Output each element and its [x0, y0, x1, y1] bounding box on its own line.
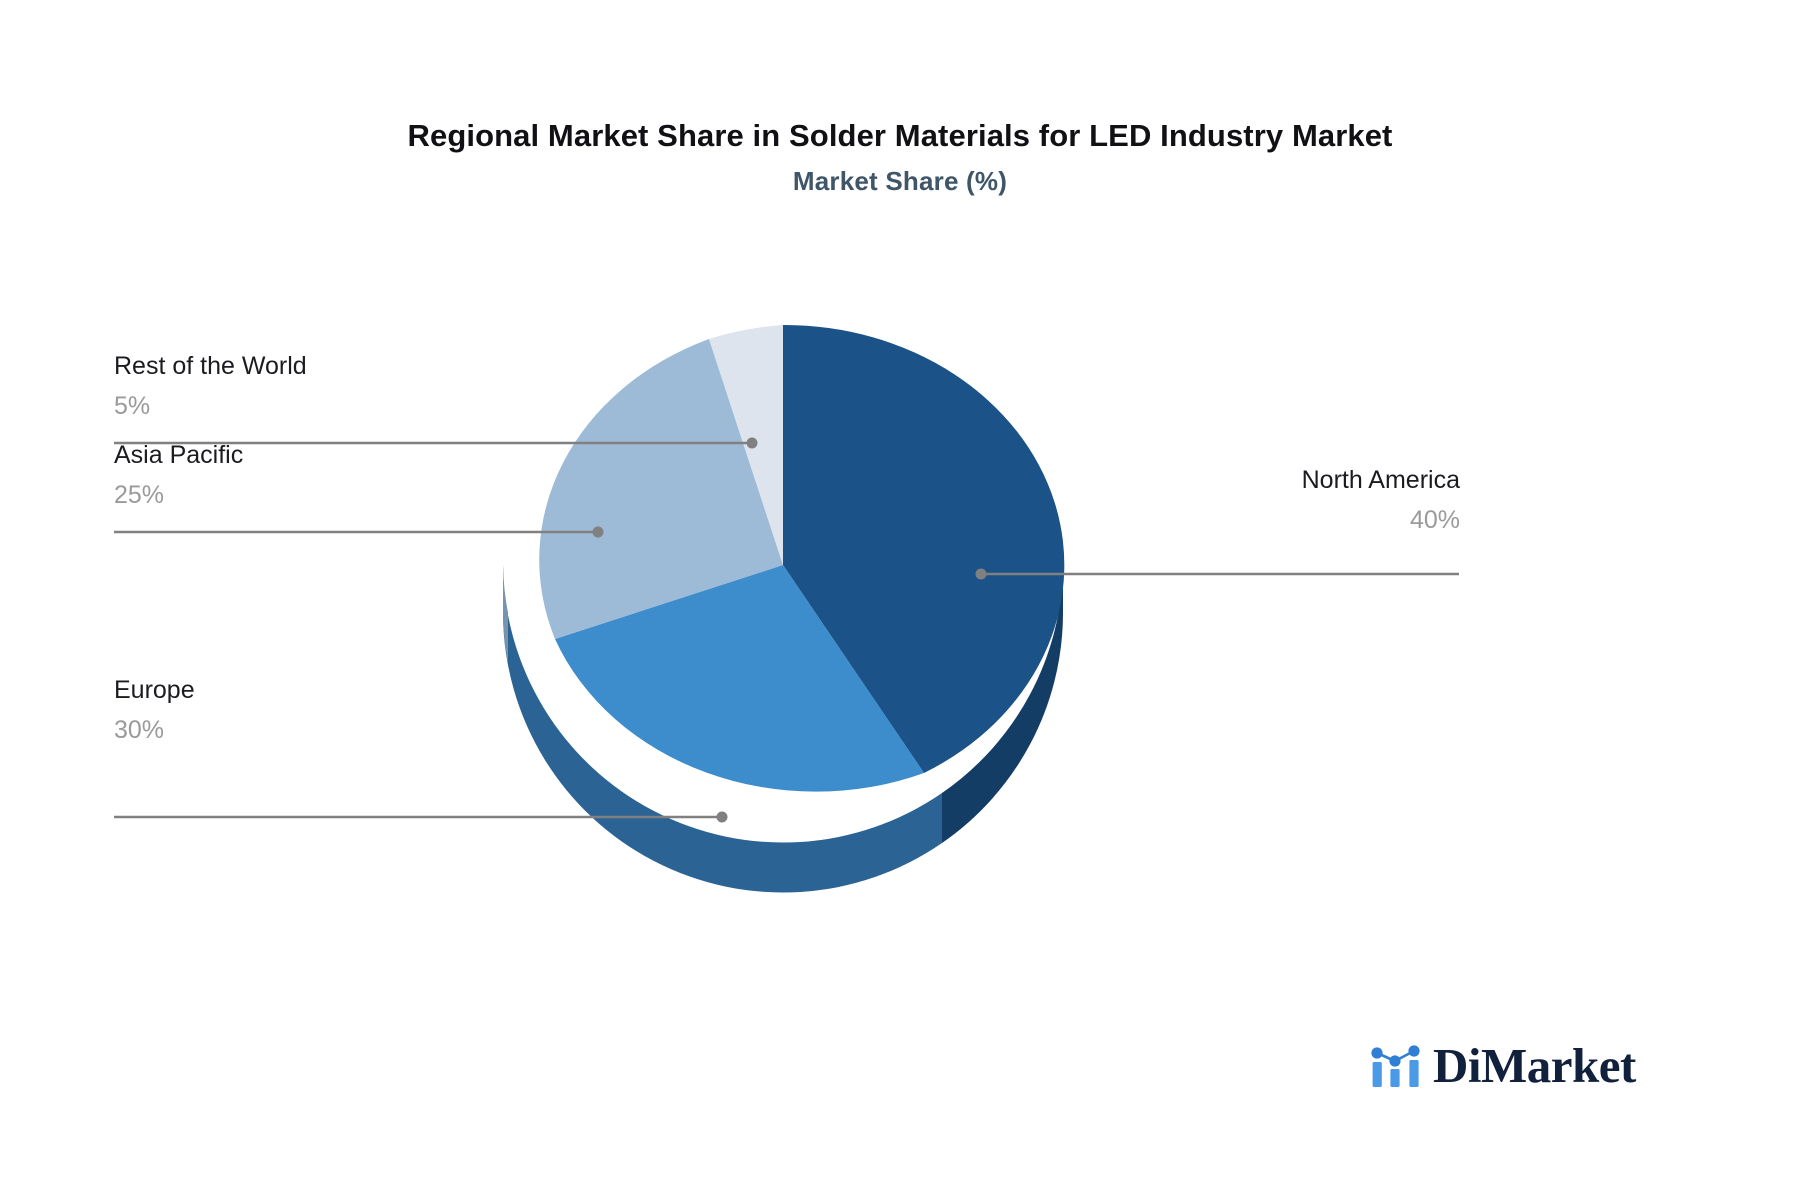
- callout-rest-of-the-world: Rest of the World 5%: [114, 354, 307, 419]
- leader-dot-north-america: [975, 568, 987, 580]
- callout-value-rest-of-the-world: 5%: [114, 392, 151, 420]
- pie-top-face: [539, 324, 1065, 792]
- brand-name: DiMarket: [1433, 1037, 1636, 1093]
- chart-title: Regional Market Share in Solder Material…: [407, 118, 1393, 153]
- slice-asia-pacific[interactable]: [539, 339, 783, 639]
- leader-dot-asia-pacific: [592, 526, 604, 538]
- pie-3d-extrusion: [503, 565, 1063, 893]
- callout-europe: Europe 30%: [114, 678, 195, 743]
- bar-chart-icon: [1371, 1045, 1420, 1087]
- callout-asia-pacific: Asia Pacific 25%: [114, 443, 243, 508]
- asia-pacific-side-wall: [503, 565, 508, 663]
- callout-label-europe: Europe: [114, 676, 195, 704]
- leader-dot-europe: [716, 811, 728, 823]
- slice-north-america[interactable]: [783, 324, 1065, 773]
- brand-logo: DiMarket: [1369, 1040, 1636, 1090]
- chart-subtitle: Market Share (%): [792, 166, 1008, 196]
- europe-side-wall: [503, 565, 942, 893]
- callout-north-america: North America 40%: [1302, 468, 1460, 533]
- north-america-side-wall: [942, 565, 1063, 843]
- callout-value-europe: 30%: [114, 716, 165, 744]
- callout-label-rest-of-the-world: Rest of the World: [114, 352, 307, 380]
- leader-dot-rest-of-the-world: [746, 437, 758, 449]
- leader-lines: [114, 437, 1459, 823]
- slice-europe[interactable]: [555, 565, 924, 792]
- callout-value-north-america: 40%: [1409, 506, 1460, 534]
- slice-rest-of-the-world[interactable]: [709, 325, 783, 565]
- callout-label-north-america: North America: [1301, 466, 1460, 494]
- callout-value-asia-pacific: 25%: [114, 481, 165, 509]
- callout-label-asia-pacific: Asia Pacific: [114, 441, 244, 469]
